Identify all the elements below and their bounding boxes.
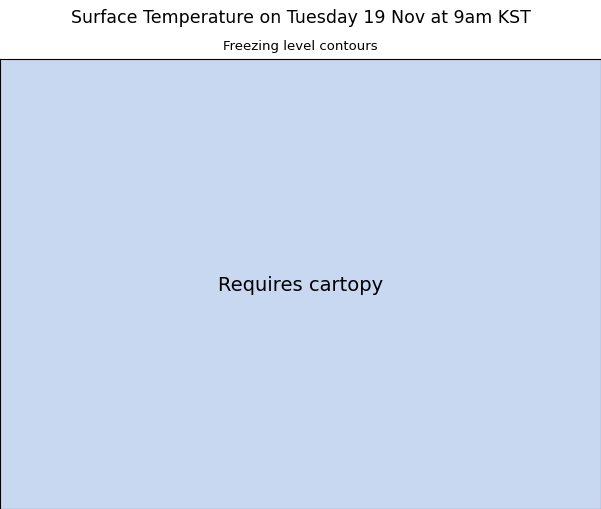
Text: Requires cartopy: Requires cartopy xyxy=(218,275,383,294)
Text: Freezing level contours: Freezing level contours xyxy=(223,40,378,53)
Text: Surface Temperature on Tuesday 19 Nov at 9am KST: Surface Temperature on Tuesday 19 Nov at… xyxy=(70,9,531,27)
